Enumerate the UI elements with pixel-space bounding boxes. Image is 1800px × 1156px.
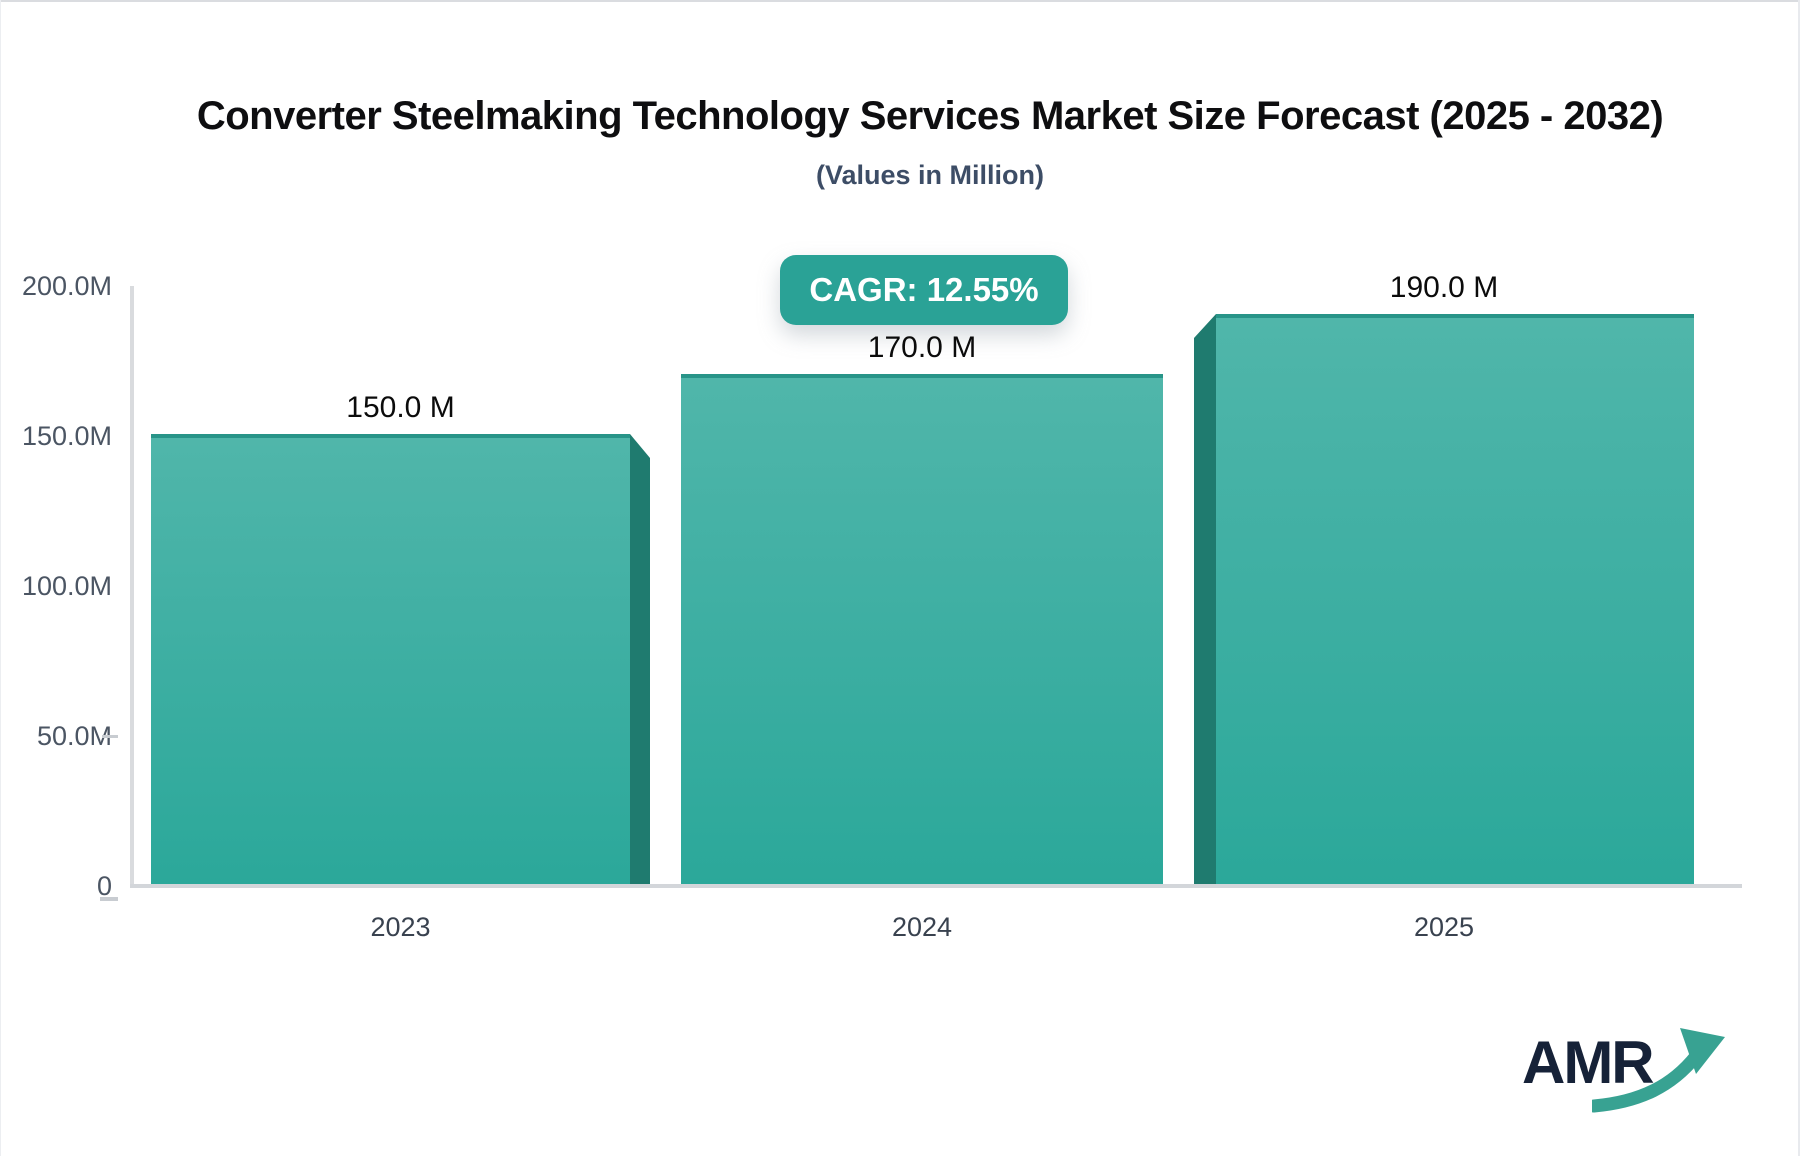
x-tick-label-2025: 2025 bbox=[1413, 912, 1475, 942]
y-axis-line bbox=[130, 286, 134, 888]
page-right-edge bbox=[1798, 0, 1800, 1156]
bar-2025: 190.0 M bbox=[1194, 271, 1694, 884]
bar-2024: 170.0 M bbox=[681, 331, 1163, 884]
y-tick-label-150: 150.0M bbox=[21, 421, 112, 451]
x-axis-line bbox=[130, 884, 1742, 888]
x-tick-label-2023: 2023 bbox=[370, 912, 431, 942]
y-tick-mark-0 bbox=[100, 897, 118, 901]
bar-3d-side bbox=[630, 434, 650, 884]
chart-subtitle: (Values in Million) bbox=[815, 160, 1045, 190]
bar-face bbox=[681, 374, 1163, 884]
y-tick-label-100: 100.0M bbox=[21, 571, 112, 601]
bar-face bbox=[1216, 314, 1694, 884]
page-top-edge bbox=[0, 0, 1800, 2]
bar-value-label: 190.0 M bbox=[1389, 271, 1499, 304]
bar-value-label: 150.0 M bbox=[346, 391, 455, 424]
y-tick-label-200: 200.0M bbox=[21, 271, 112, 301]
x-tick-label-2024: 2024 bbox=[891, 912, 953, 942]
growth-arrow-icon bbox=[1587, 1022, 1727, 1119]
y-tick-label-50: 50.0M bbox=[36, 721, 112, 751]
y-tick-mark-50 bbox=[102, 735, 118, 738]
amr-logo-text: AMR bbox=[1522, 1029, 1655, 1096]
bar-2023: 150.0 M bbox=[151, 391, 650, 884]
cagr-badge: CAGR: 12.55% bbox=[780, 255, 1068, 325]
amr-logo: AMR bbox=[1522, 1022, 1732, 1117]
bar-3d-side bbox=[1194, 314, 1216, 884]
bar-face bbox=[151, 434, 630, 884]
y-tick-label-0: 0 bbox=[96, 871, 112, 901]
page-left-edge bbox=[0, 0, 1, 1156]
bar-value-label: 170.0 M bbox=[867, 331, 977, 364]
chart-title: Converter Steelmaking Technology Service… bbox=[196, 94, 1664, 138]
